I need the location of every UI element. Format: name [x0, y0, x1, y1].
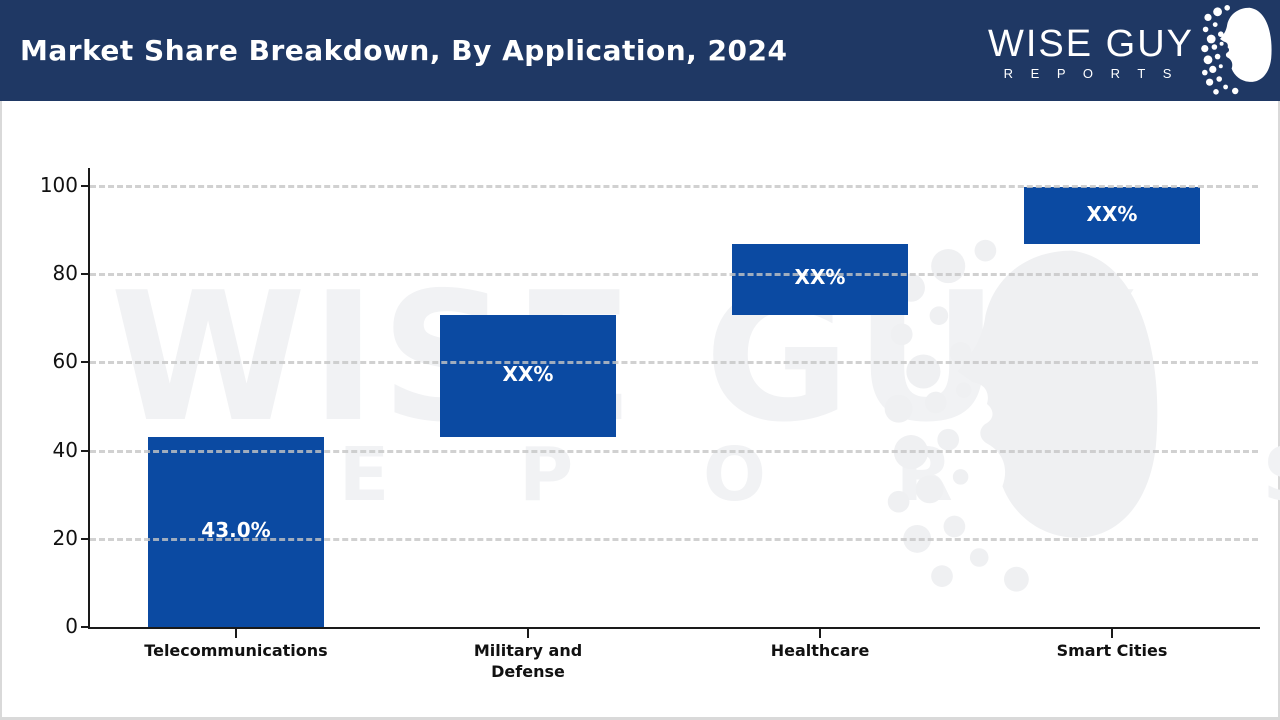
y-tick-mark-40: [81, 449, 90, 452]
y-tick-mark-80: [81, 273, 90, 276]
x-tick-label-smart-cities: Smart Cities: [982, 640, 1242, 661]
logo-text: WISE GUY R E P O R T S: [988, 25, 1194, 81]
y-tick-label-0: 0: [65, 614, 78, 638]
gridline-80: [90, 273, 1258, 277]
y-tick-mark-0: [81, 626, 90, 628]
x-tick-label-line: Healthcare: [770, 641, 870, 660]
x-tick-label-telecommunications: Telecommunications: [106, 640, 366, 661]
y-tick-mark-20: [81, 537, 90, 540]
bar-telecommunications: [148, 437, 324, 627]
logo-name: WISE GUY: [987, 22, 1194, 65]
y-tick-label-80: 80: [52, 261, 78, 286]
plot-area: 0 20 40 60 80 100 43.0% Telecommunications XX% Mi…: [2, 101, 1280, 717]
x-tick-mark-smart-cities: [1111, 629, 1113, 638]
bar-value-label-smart-cities: XX%: [1086, 201, 1138, 226]
watermark-face-graphic: [884, 239, 1158, 592]
logo-subtitle: R E P O R T S: [1003, 65, 1179, 81]
y-tick-label-40: 40: [52, 437, 78, 462]
gridline-100: [90, 185, 1258, 188]
gridline-20: [90, 537, 1258, 541]
y-tick-label-100: 100: [39, 173, 78, 197]
chart-title: Market Share Breakdown, By Application, …: [20, 34, 788, 67]
bar-military-and-defense: [440, 315, 616, 438]
bar-healthcare: [732, 243, 908, 316]
x-tick-mark-telecommunications: [235, 629, 237, 638]
y-tick-label-60: 60: [52, 349, 78, 374]
bar-smart-cities: [1024, 187, 1200, 244]
x-tick-mark-military-and-defense: [527, 629, 529, 638]
wiseguy-logo: WISE GUY R E P O R T S: [988, 0, 1272, 101]
bar-value-label-military-and-defense: XX%: [502, 362, 554, 387]
y-axis-spine: [88, 168, 90, 629]
logo-face-icon: [1201, 4, 1272, 95]
y-tick-mark-60: [81, 361, 90, 364]
x-tick-label-line: Military and: [473, 641, 583, 660]
bar-value-label-healthcare: XX%: [794, 265, 846, 290]
y-tick-mark-100: [81, 185, 90, 187]
x-tick-label-line: Smart Cities: [1056, 641, 1168, 660]
x-tick-label-military-and-defense: Military and Defense: [398, 640, 658, 682]
x-axis-spine: [88, 627, 1260, 629]
gridline-40: [90, 449, 1258, 453]
gridline-60: [90, 361, 1258, 365]
x-tick-label-healthcare: Healthcare: [690, 640, 950, 661]
header-bar: Market Share Breakdown, By Application, …: [0, 0, 1280, 101]
x-tick-label-line: Defense: [491, 662, 565, 681]
y-tick-label-20: 20: [52, 525, 78, 550]
x-tick-label-line: Telecommunications: [144, 641, 328, 660]
bar-value-label-telecommunications: 43.0%: [201, 518, 271, 543]
x-tick-mark-healthcare: [819, 629, 821, 638]
